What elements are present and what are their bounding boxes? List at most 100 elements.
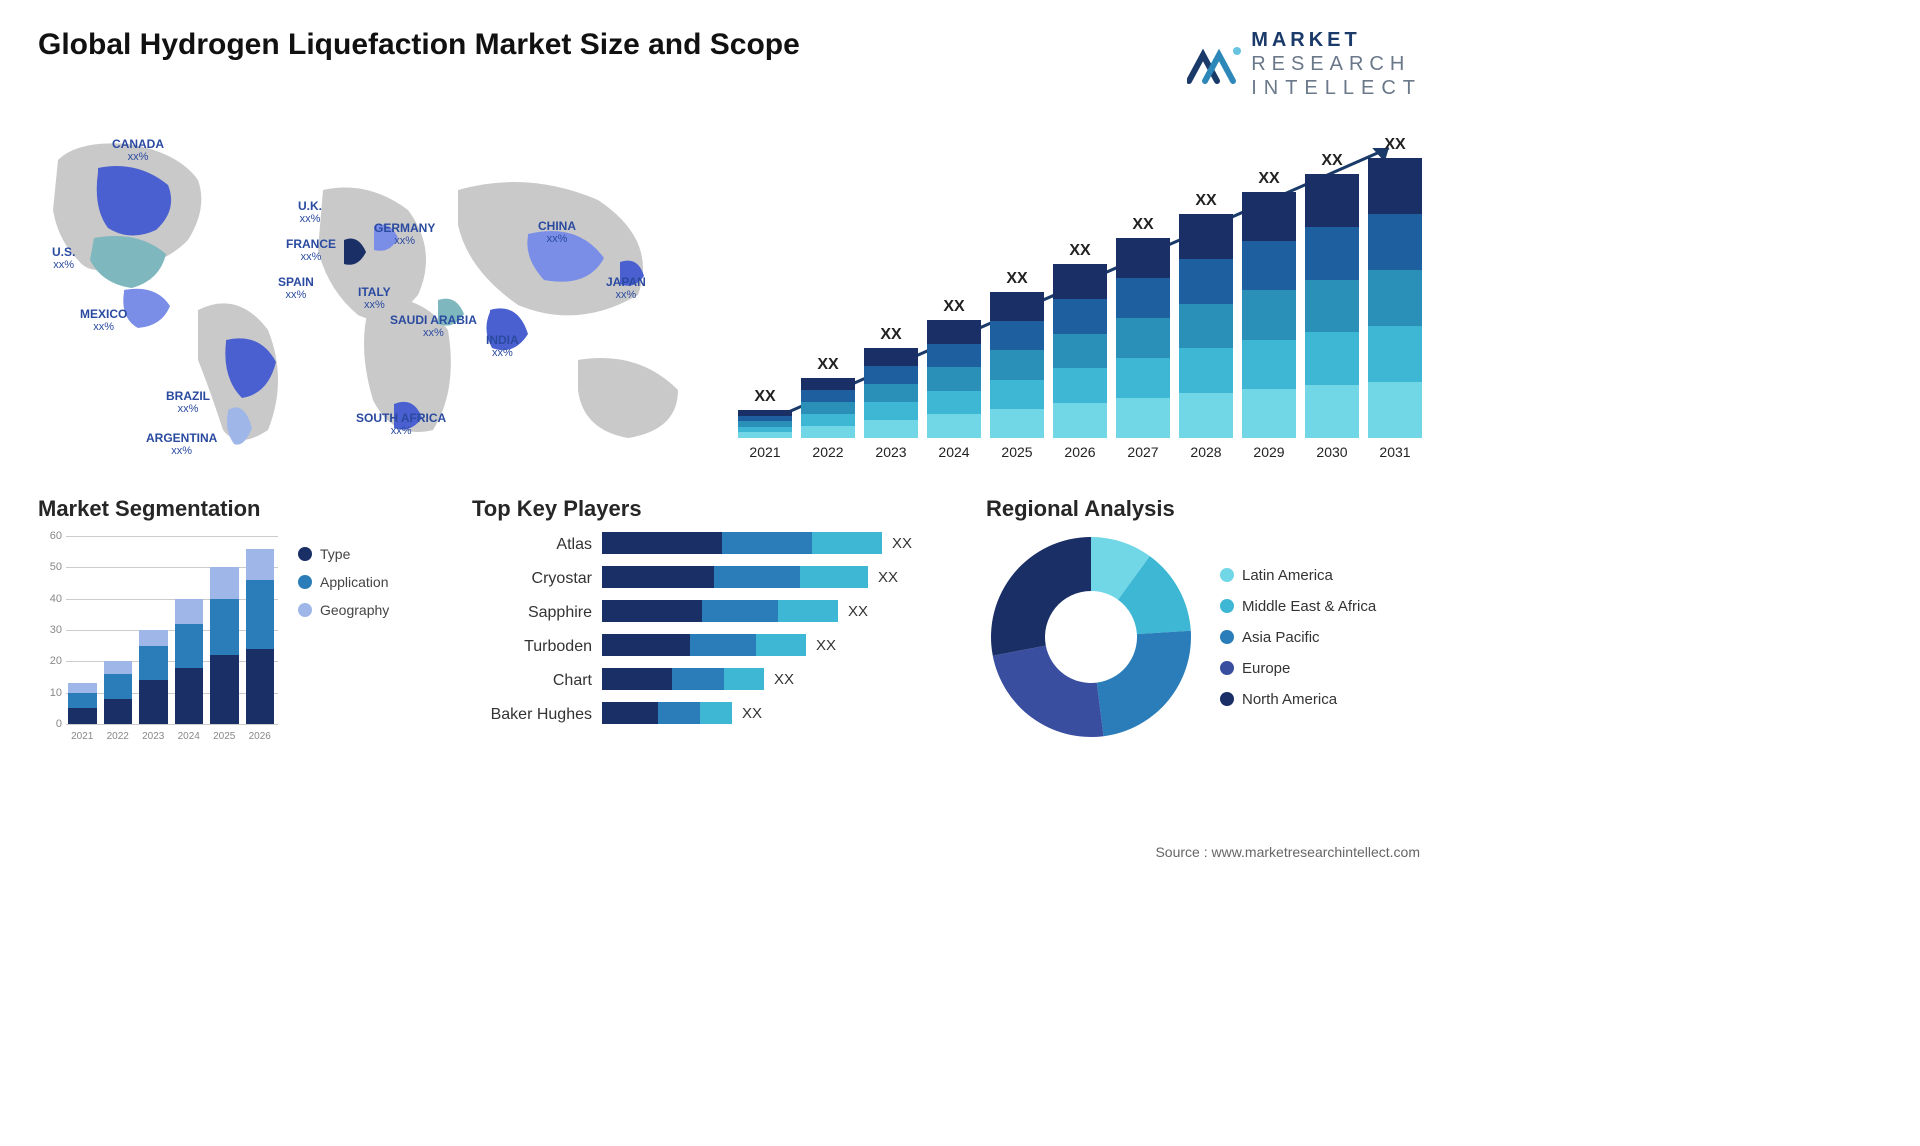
seg-bar-segment bbox=[175, 624, 204, 668]
seg-bar-segment bbox=[139, 646, 168, 680]
seg-bar-segment bbox=[104, 699, 133, 724]
brand-line-3: INTELLECT bbox=[1251, 76, 1422, 100]
seg-bar-segment bbox=[175, 599, 204, 624]
page-title: Global Hydrogen Liquefaction Market Size… bbox=[38, 28, 800, 62]
growth-xlabel: 2031 bbox=[1368, 444, 1422, 460]
growth-bar-segment bbox=[801, 426, 855, 438]
kp-bar-segment bbox=[700, 702, 732, 724]
source-attribution: Source : www.marketresearchintellect.com bbox=[1155, 844, 1420, 860]
world-map-panel: CANADAxx%U.S.xx%MEXICOxx%BRAZILxx%ARGENT… bbox=[38, 130, 698, 460]
growth-bar-segment bbox=[1053, 403, 1107, 438]
map-label: CANADAxx% bbox=[112, 138, 164, 163]
seg-bar-segment bbox=[246, 649, 275, 724]
seg-ylabel: 50 bbox=[38, 561, 62, 573]
growth-xlabel: 2025 bbox=[990, 444, 1044, 460]
legend-dot-icon bbox=[1220, 692, 1234, 706]
growth-bar-column: XX bbox=[1179, 192, 1233, 438]
growth-bar-value: XX bbox=[1195, 192, 1216, 210]
ra-legend-item: Asia Pacific bbox=[1220, 629, 1376, 646]
kp-bar-segment bbox=[602, 634, 690, 656]
kp-bar-segment bbox=[778, 600, 838, 622]
kp-row-label: Sapphire bbox=[528, 602, 592, 624]
growth-bar-segment bbox=[1116, 238, 1170, 278]
growth-bar-segment bbox=[1053, 368, 1107, 403]
growth-bar-value: XX bbox=[1069, 242, 1090, 260]
brand-line-1: MARKET bbox=[1251, 28, 1422, 52]
donut-slice bbox=[991, 537, 1091, 656]
kp-bar-value: XX bbox=[774, 671, 794, 688]
ra-legend-item: North America bbox=[1220, 691, 1376, 708]
growth-bar-segment bbox=[1368, 214, 1422, 270]
growth-bar-value: XX bbox=[1384, 136, 1405, 154]
seg-bar-segment bbox=[104, 674, 133, 699]
seg-bar-segment bbox=[246, 549, 275, 580]
kp-row-label: Atlas bbox=[556, 534, 592, 556]
growth-bar-segment bbox=[1242, 290, 1296, 339]
brand-logo: MARKET RESEARCH INTELLECT bbox=[1187, 28, 1422, 100]
segmentation-chart: 0102030405060 202120222023202420252026 bbox=[38, 532, 278, 742]
growth-bar-segment bbox=[801, 390, 855, 402]
kp-bar-segment bbox=[602, 566, 714, 588]
growth-bar-column: XX bbox=[1053, 242, 1107, 438]
kp-bar-segment bbox=[714, 566, 800, 588]
kp-row-label: Baker Hughes bbox=[491, 704, 592, 726]
growth-bar-column: XX bbox=[1242, 170, 1296, 438]
growth-bar-segment bbox=[927, 320, 981, 344]
kp-bar-value: XX bbox=[848, 603, 868, 620]
growth-bar-segment bbox=[1368, 326, 1422, 382]
growth-bar-segment bbox=[1368, 382, 1422, 438]
map-label: MEXICOxx% bbox=[80, 308, 127, 333]
growth-xaxis: 2021202220232024202520262027202820292030… bbox=[738, 444, 1422, 460]
kp-row-label: Turboden bbox=[524, 636, 592, 658]
map-label: BRAZILxx% bbox=[166, 390, 210, 415]
growth-xlabel: 2030 bbox=[1305, 444, 1359, 460]
growth-bar-segment bbox=[864, 420, 918, 438]
kp-bar-row: XX bbox=[602, 702, 952, 724]
regional-title: Regional Analysis bbox=[986, 496, 1422, 522]
growth-bar-segment bbox=[864, 366, 918, 384]
growth-bar-segment bbox=[801, 402, 855, 414]
seg-ylabel: 20 bbox=[38, 655, 62, 667]
seg-bar-segment bbox=[175, 668, 204, 724]
ra-legend-label: Europe bbox=[1242, 660, 1290, 677]
seg-ylabel: 40 bbox=[38, 593, 62, 605]
kp-bar-segment bbox=[756, 634, 806, 656]
kp-bar-row: XX bbox=[602, 532, 952, 554]
growth-bar-value: XX bbox=[880, 326, 901, 344]
seg-xlabel: 2025 bbox=[210, 731, 239, 742]
growth-bar-segment bbox=[990, 350, 1044, 379]
growth-bar-segment bbox=[864, 348, 918, 366]
growth-bar-segment bbox=[1242, 192, 1296, 241]
seg-legend-item: Geography bbox=[298, 602, 389, 618]
kp-bar-value: XX bbox=[816, 637, 836, 654]
legend-dot-icon bbox=[298, 547, 312, 561]
growth-bar-segment bbox=[801, 378, 855, 390]
map-label: U.S.xx% bbox=[52, 246, 75, 271]
donut-slice bbox=[1097, 631, 1191, 736]
key-players-bars: XXXXXXXXXXXX bbox=[602, 532, 952, 726]
growth-xlabel: 2026 bbox=[1053, 444, 1107, 460]
seg-bar-segment bbox=[210, 567, 239, 598]
growth-bar-segment bbox=[1242, 241, 1296, 290]
map-label: ITALYxx% bbox=[358, 286, 391, 311]
legend-dot-icon bbox=[1220, 599, 1234, 613]
seg-bar-column bbox=[104, 661, 133, 724]
growth-bar-segment bbox=[1179, 214, 1233, 259]
seg-bar-column bbox=[210, 567, 239, 724]
donut-slice bbox=[993, 646, 1104, 737]
seg-gridline bbox=[66, 724, 278, 725]
regional-panel: Regional Analysis Latin AmericaMiddle Ea… bbox=[986, 496, 1422, 742]
growth-bar-segment bbox=[1305, 227, 1359, 280]
growth-bar-value: XX bbox=[754, 388, 775, 406]
key-players-labels: AtlasCryostarSapphireTurbodenChartBaker … bbox=[472, 532, 592, 726]
seg-bar-segment bbox=[139, 630, 168, 646]
growth-bar-segment bbox=[1116, 278, 1170, 318]
growth-bar-segment bbox=[1053, 299, 1107, 334]
map-label: INDIAxx% bbox=[486, 334, 519, 359]
map-label: GERMANYxx% bbox=[374, 222, 435, 247]
map-label: JAPANxx% bbox=[606, 276, 646, 301]
growth-bar-column: XX bbox=[990, 270, 1044, 438]
seg-legend-label: Geography bbox=[320, 602, 389, 618]
legend-dot-icon bbox=[1220, 568, 1234, 582]
kp-bar-row: XX bbox=[602, 600, 952, 622]
